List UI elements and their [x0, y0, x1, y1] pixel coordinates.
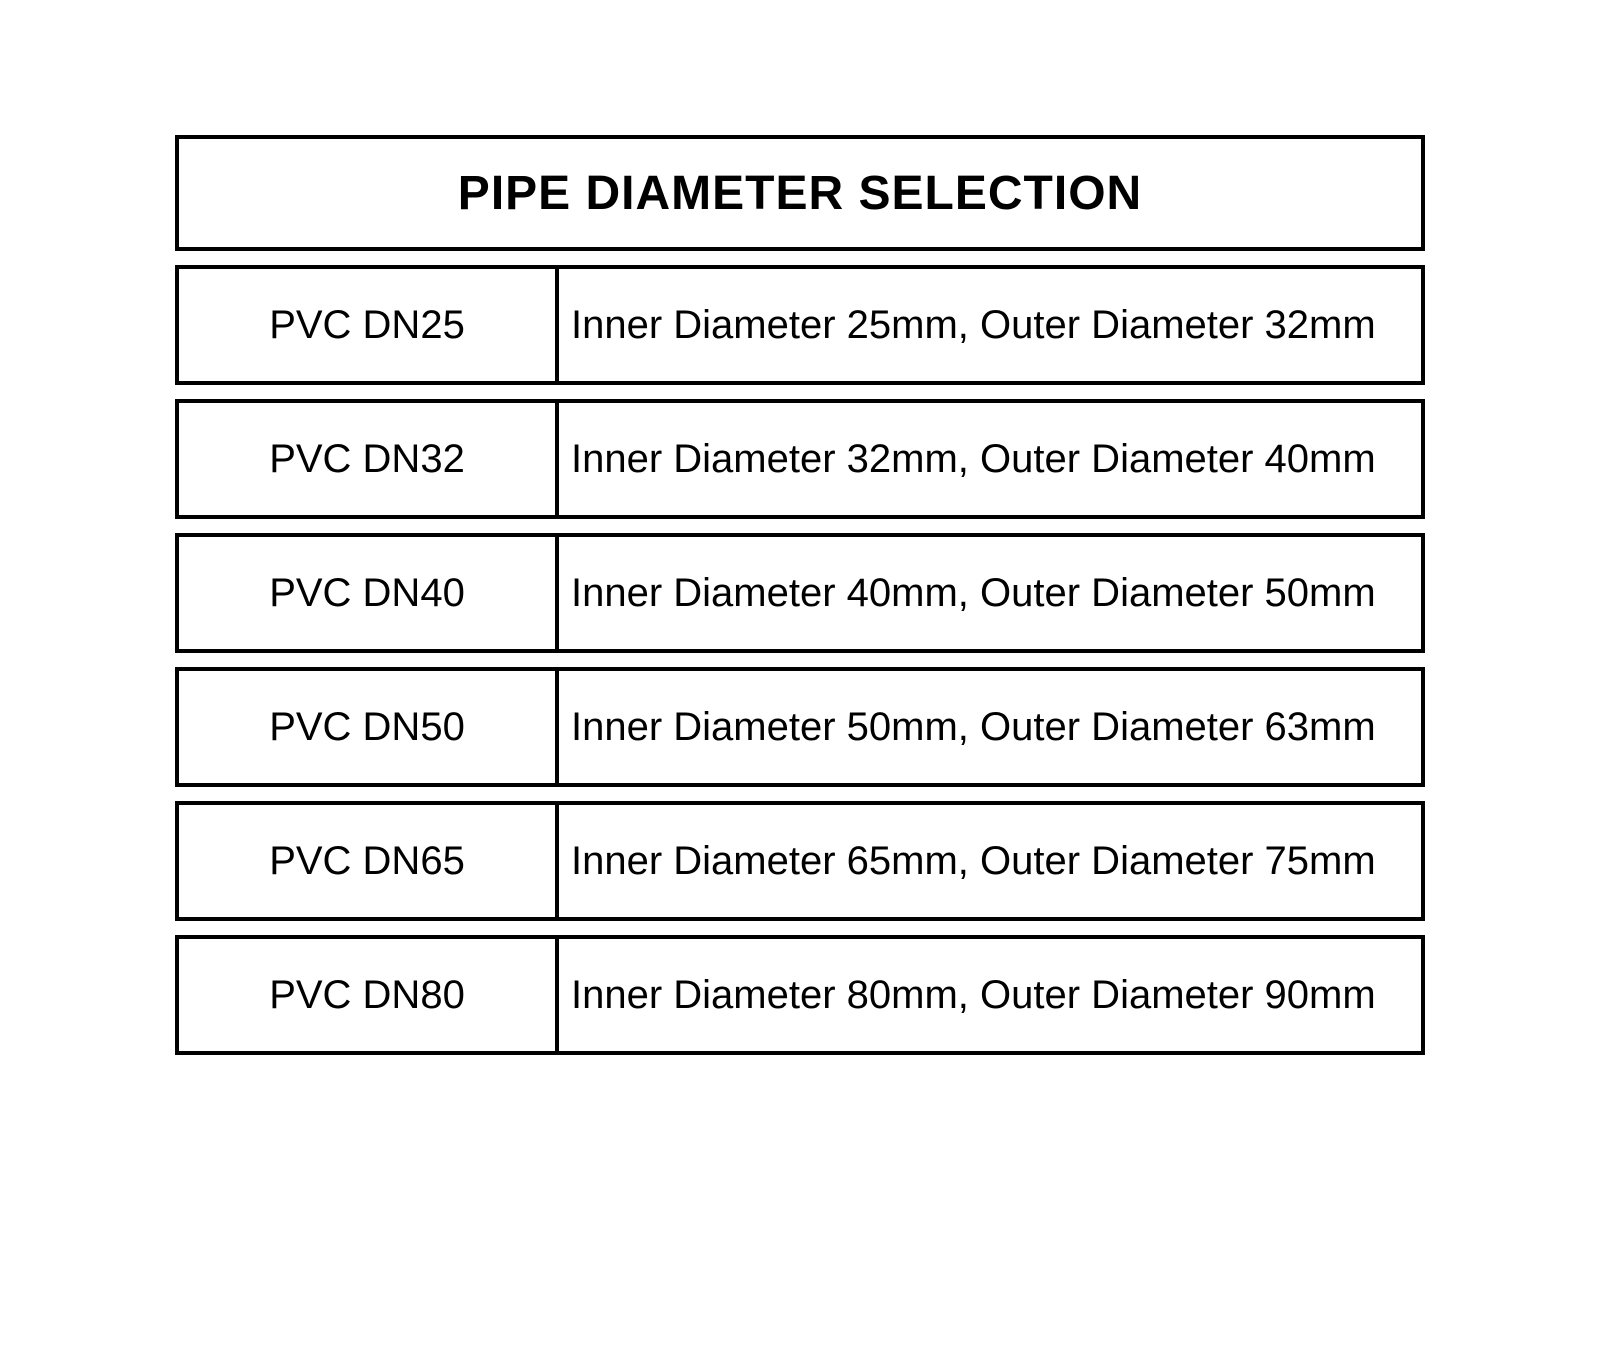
table-title: PIPE DIAMETER SELECTION	[175, 135, 1425, 251]
table-row: PVC DN50 Inner Diameter 50mm, Outer Diam…	[175, 667, 1425, 787]
pipe-size-desc: Inner Diameter 25mm, Outer Diameter 32mm	[559, 265, 1425, 385]
table-row: PVC DN80 Inner Diameter 80mm, Outer Diam…	[175, 935, 1425, 1055]
pipe-diameter-table: PIPE DIAMETER SELECTION PVC DN25 Inner D…	[175, 135, 1425, 1055]
pipe-size-label: PVC DN32	[175, 399, 559, 519]
pipe-size-desc: Inner Diameter 65mm, Outer Diameter 75mm	[559, 801, 1425, 921]
table-row: PVC DN65 Inner Diameter 65mm, Outer Diam…	[175, 801, 1425, 921]
pipe-size-label: PVC DN80	[175, 935, 559, 1055]
pipe-size-desc: Inner Diameter 32mm, Outer Diameter 40mm	[559, 399, 1425, 519]
pipe-size-label: PVC DN25	[175, 265, 559, 385]
pipe-size-label: PVC DN65	[175, 801, 559, 921]
pipe-size-label: PVC DN50	[175, 667, 559, 787]
table-row: PVC DN32 Inner Diameter 32mm, Outer Diam…	[175, 399, 1425, 519]
table-row: PVC DN25 Inner Diameter 25mm, Outer Diam…	[175, 265, 1425, 385]
pipe-size-desc: Inner Diameter 50mm, Outer Diameter 63mm	[559, 667, 1425, 787]
pipe-size-desc: Inner Diameter 40mm, Outer Diameter 50mm	[559, 533, 1425, 653]
pipe-size-label: PVC DN40	[175, 533, 559, 653]
pipe-size-desc: Inner Diameter 80mm, Outer Diameter 90mm	[559, 935, 1425, 1055]
table-row: PVC DN40 Inner Diameter 40mm, Outer Diam…	[175, 533, 1425, 653]
